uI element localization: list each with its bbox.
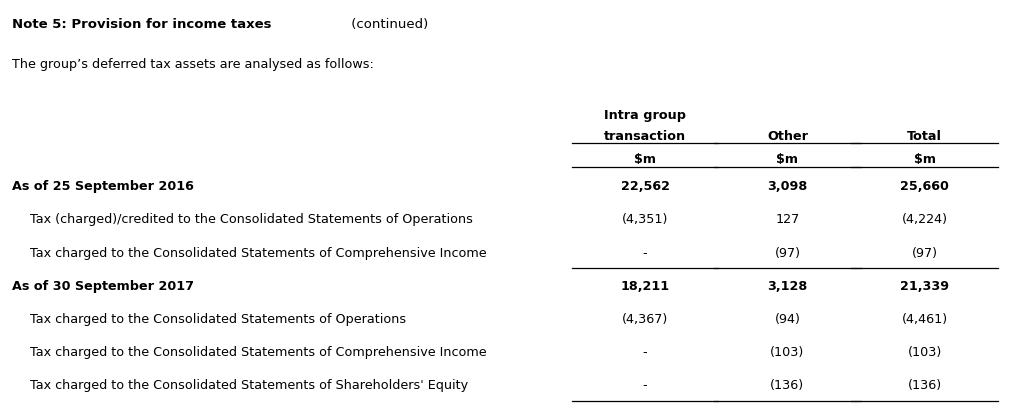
Text: Note 5: Provision for income taxes: Note 5: Provision for income taxes: [12, 18, 271, 31]
Text: Tax charged to the Consolidated Statements of Shareholders' Equity: Tax charged to the Consolidated Statemen…: [30, 379, 468, 392]
Text: (97): (97): [774, 247, 801, 260]
Text: $m: $m: [634, 153, 656, 166]
Text: Tax (charged)/credited to the Consolidated Statements of Operations: Tax (charged)/credited to the Consolidat…: [30, 213, 473, 226]
Text: Tax charged to the Consolidated Statements of Operations: Tax charged to the Consolidated Statemen…: [30, 313, 406, 326]
Text: (103): (103): [907, 346, 942, 359]
Text: 25,660: 25,660: [900, 180, 949, 193]
Text: As of 30 September 2017: As of 30 September 2017: [12, 280, 194, 293]
Text: Tax charged to the Consolidated Statements of Comprehensive Income: Tax charged to the Consolidated Statemen…: [30, 247, 487, 260]
Text: (103): (103): [770, 346, 805, 359]
Text: 3,128: 3,128: [767, 280, 808, 293]
Text: 22,562: 22,562: [621, 180, 670, 193]
Text: (4,224): (4,224): [901, 213, 948, 226]
Text: (continued): (continued): [347, 18, 429, 31]
Text: 3,098: 3,098: [767, 180, 808, 193]
Text: $m: $m: [776, 153, 799, 166]
Text: transaction: transaction: [605, 130, 686, 143]
Text: -: -: [643, 379, 647, 392]
Text: (4,461): (4,461): [901, 313, 948, 326]
Text: $m: $m: [913, 153, 936, 166]
Text: Other: Other: [767, 130, 808, 143]
Text: (94): (94): [774, 313, 801, 326]
Text: (4,351): (4,351): [622, 213, 669, 226]
Text: Tax charged to the Consolidated Statements of Comprehensive Income: Tax charged to the Consolidated Statemen…: [30, 346, 487, 359]
Text: 18,211: 18,211: [621, 280, 670, 293]
Text: Total: Total: [907, 130, 942, 143]
Text: (136): (136): [770, 379, 805, 392]
Text: 21,339: 21,339: [900, 280, 949, 293]
Text: -: -: [643, 346, 647, 359]
Text: 127: 127: [775, 213, 800, 226]
Text: (136): (136): [907, 379, 942, 392]
Text: As of 25 September 2016: As of 25 September 2016: [12, 180, 194, 193]
Text: -: -: [643, 247, 647, 260]
Text: (4,367): (4,367): [622, 313, 669, 326]
Text: (97): (97): [911, 247, 938, 260]
Text: The group’s deferred tax assets are analysed as follows:: The group’s deferred tax assets are anal…: [12, 58, 374, 70]
Text: Intra group: Intra group: [605, 109, 686, 122]
